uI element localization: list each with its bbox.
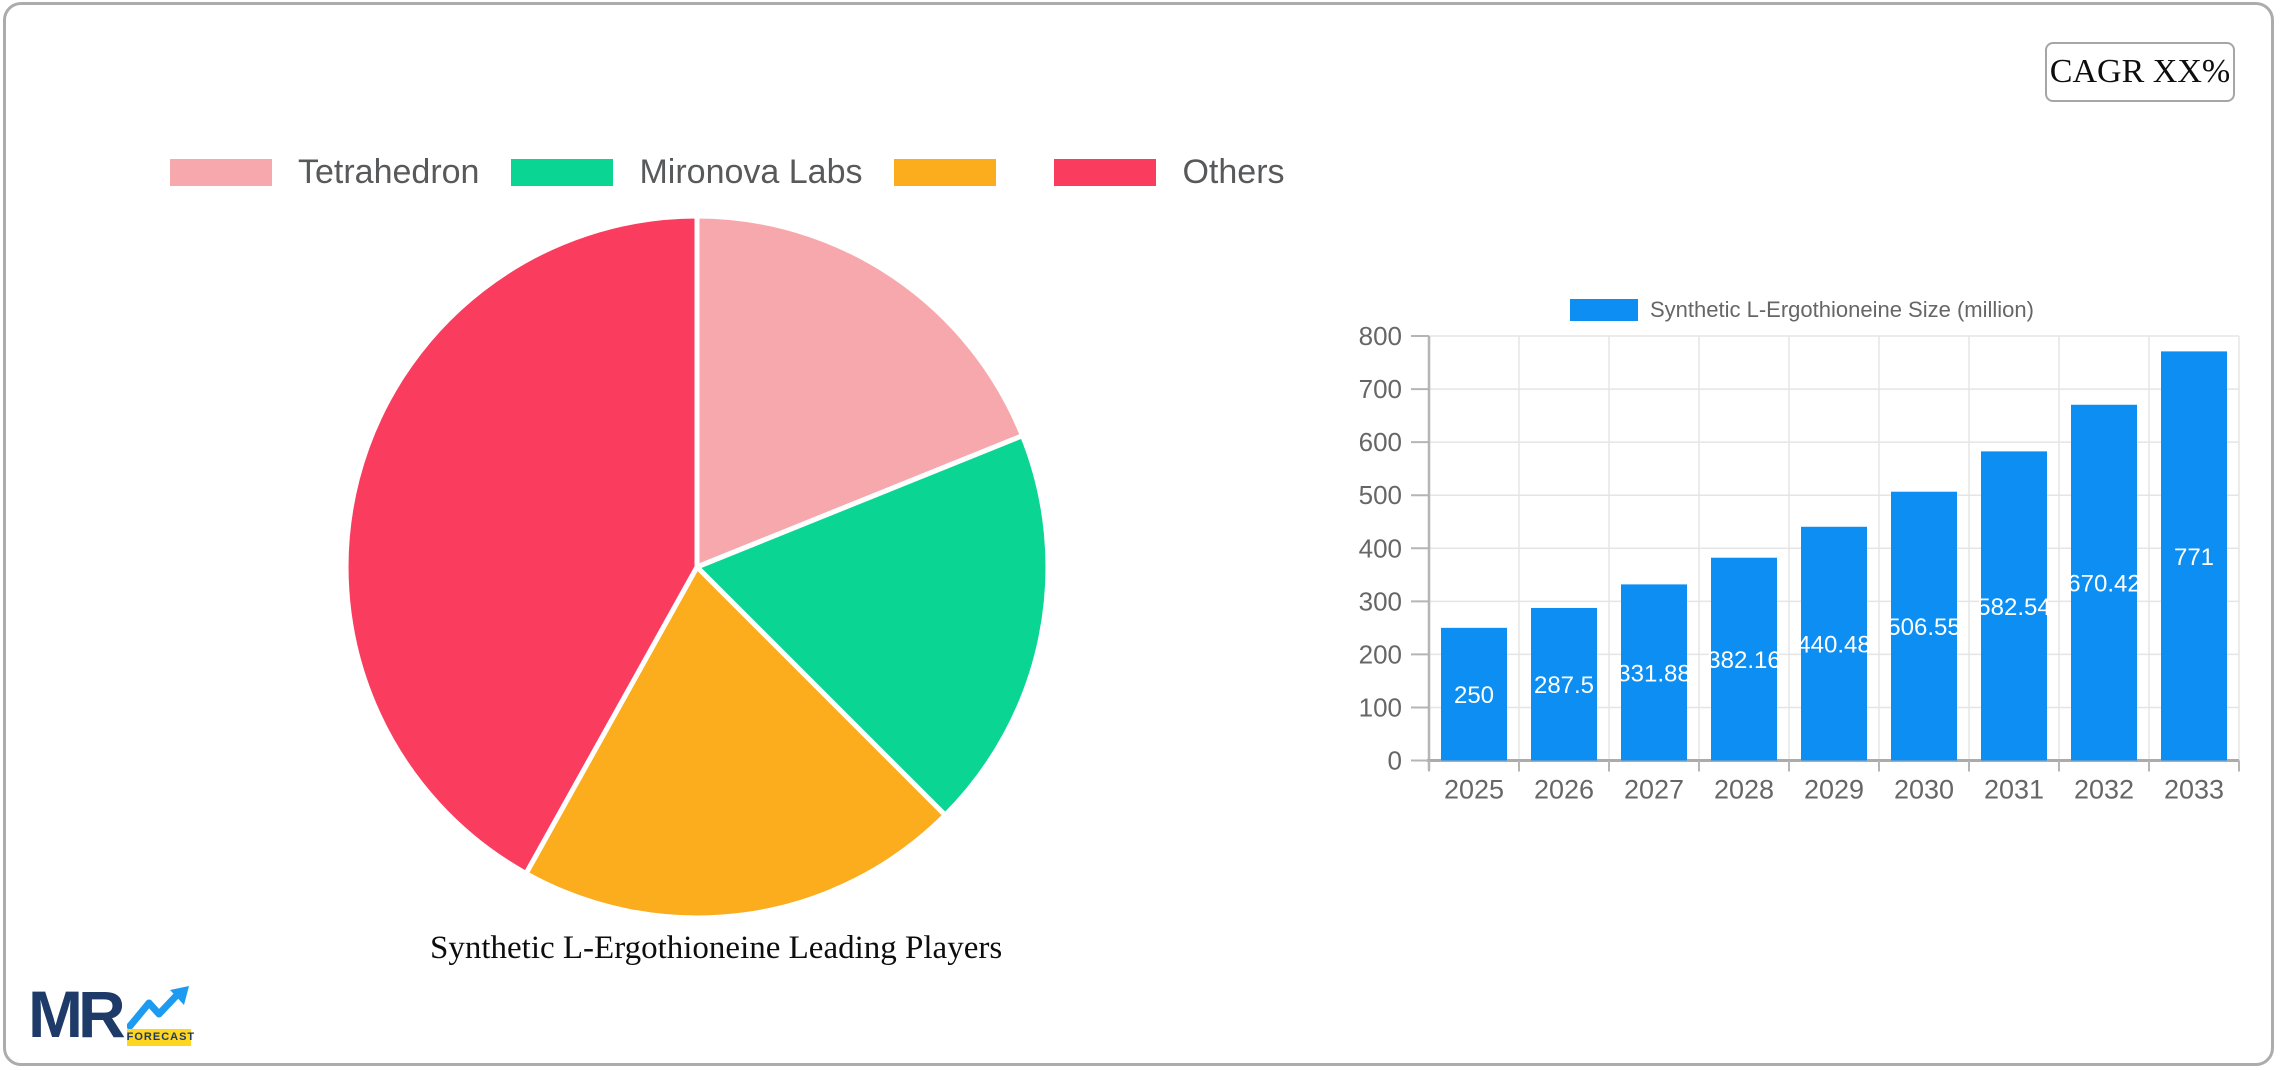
bar-2025[interactable] bbox=[1441, 627, 1507, 761]
legend-swatch-icon bbox=[170, 158, 272, 186]
y-axis-label: 600 bbox=[1359, 427, 1402, 457]
bar-2030[interactable] bbox=[1891, 491, 1957, 761]
bar-legend-label: Synthetic L-Ergothioneine Size (million) bbox=[1650, 297, 2034, 322]
legend-swatch-icon bbox=[894, 158, 997, 186]
logo-forecast-text: FORECAST bbox=[126, 1029, 194, 1046]
bar-value-label: 287.5 bbox=[1534, 672, 1594, 699]
pie-legend-item-unnamed[interactable] bbox=[894, 158, 1022, 186]
pie-legend-item-tetrahedron[interactable]: Tetrahedron bbox=[170, 153, 479, 192]
x-axis-label: 2032 bbox=[2074, 775, 2134, 805]
y-axis-label: 800 bbox=[1359, 321, 1402, 351]
cagr-label: CAGR XX% bbox=[2049, 53, 2231, 90]
legend-label: Mironova Labs bbox=[639, 152, 863, 191]
bar-2029[interactable] bbox=[1801, 526, 1867, 761]
bar-value-label: 440.48 bbox=[1797, 632, 1870, 659]
bar-value-label: 250 bbox=[1454, 682, 1494, 709]
x-axis-label: 2029 bbox=[1804, 775, 1864, 805]
x-axis-label: 2033 bbox=[2164, 775, 2224, 805]
y-axis-label: 400 bbox=[1359, 533, 1402, 563]
bar-chart-legend[interactable]: Synthetic L-Ergothioneine Size (million) bbox=[1570, 297, 2034, 323]
y-axis-label: 200 bbox=[1359, 639, 1402, 669]
logo-mr-text: MR bbox=[28, 977, 126, 1051]
legend-swatch-icon bbox=[1054, 158, 1157, 186]
y-axis-label: 500 bbox=[1359, 480, 1402, 510]
pie-slice-mironova-labs[interactable] bbox=[694, 433, 1051, 818]
bar-value-label: 506.55 bbox=[1887, 614, 1960, 641]
bar-value-label: 331.88 bbox=[1617, 660, 1690, 687]
logo-trend-arrow-icon bbox=[126, 986, 189, 1030]
bar-value-label: 582.54 bbox=[1977, 594, 2050, 621]
bar-2028[interactable] bbox=[1711, 557, 1777, 761]
x-axis-label: 2026 bbox=[1534, 775, 1594, 805]
pie-legend-item-mironova-labs[interactable]: Mironova Labs bbox=[511, 153, 862, 192]
legend-swatch-icon bbox=[511, 158, 614, 186]
bar-2032[interactable] bbox=[2071, 404, 2137, 761]
pie-chart[interactable] bbox=[317, 187, 1077, 947]
x-axis-label: 2031 bbox=[1984, 775, 2044, 805]
y-axis-label: 300 bbox=[1359, 586, 1402, 616]
pie-slice-others[interactable] bbox=[343, 213, 700, 876]
pie-slice-unnamed[interactable] bbox=[523, 564, 948, 921]
x-axis-label: 2028 bbox=[1714, 775, 1774, 805]
bar-value-label: 670.42 bbox=[2067, 571, 2140, 598]
bar-2027[interactable] bbox=[1621, 584, 1687, 761]
bar-value-label: 771 bbox=[2174, 544, 2214, 571]
pie-legend-item-others[interactable]: Others bbox=[1054, 152, 1285, 192]
bar-2026[interactable] bbox=[1531, 607, 1597, 761]
y-axis-label: 0 bbox=[1388, 746, 1402, 776]
mrforecast-logo: MR FORECAST bbox=[28, 977, 194, 1051]
bar-legend-swatch-icon bbox=[1570, 299, 1638, 321]
pie-legend: Tetrahedron Mironova Labs Others bbox=[170, 150, 1317, 194]
legend-label: Tetrahedron bbox=[298, 152, 480, 191]
bar-value-label: 382.16 bbox=[1707, 647, 1780, 674]
bar-2033[interactable] bbox=[2161, 351, 2227, 761]
x-axis-label: 2027 bbox=[1624, 775, 1684, 805]
bar-2031[interactable] bbox=[1981, 451, 2047, 761]
y-axis-label: 100 bbox=[1359, 692, 1402, 722]
y-axis-label: 700 bbox=[1359, 374, 1402, 404]
logo-right-block: FORECAST bbox=[126, 986, 194, 1046]
x-axis-label: 2030 bbox=[1894, 775, 1954, 805]
pie-chart-title: Synthetic L-Ergothioneine Leading Player… bbox=[430, 930, 1003, 966]
x-axis-label: 2025 bbox=[1444, 775, 1504, 805]
cagr-badge: CAGR XX% bbox=[2045, 42, 2235, 102]
legend-label: Others bbox=[1182, 152, 1285, 191]
pie-slice-tetrahedron[interactable] bbox=[694, 213, 1025, 570]
bar-chart[interactable]: 0 100 200 300 400 500 600 700 800 250 2025 287.5 202… bbox=[1330, 290, 2270, 830]
